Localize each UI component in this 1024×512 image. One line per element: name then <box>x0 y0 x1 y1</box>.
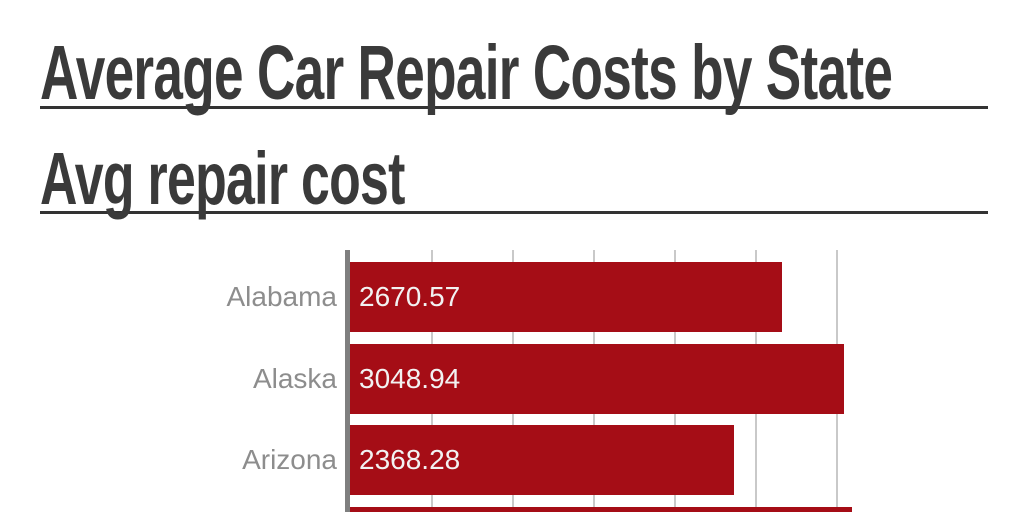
category-label: Alabama <box>226 281 337 312</box>
chart-subtitle: Avg repair cost <box>40 137 405 220</box>
bar-value-label: 3048.94 <box>359 363 461 394</box>
category-label: Alaska <box>252 363 337 394</box>
y-axis-line <box>345 250 350 512</box>
bar-value-label: 2368.28 <box>359 444 461 475</box>
clipped-bar <box>350 507 852 512</box>
page-title: Average Car Repair Costs by State <box>40 30 893 116</box>
bar: 2368.28 <box>350 425 734 495</box>
chart-subtitle-block: Avg repair cost <box>40 137 988 220</box>
page-title-block: Average Car Repair Costs by State <box>40 30 988 116</box>
bar-value-label: 2670.57 <box>359 281 461 312</box>
bar: 3048.94 <box>350 344 844 414</box>
category-label: Arizona <box>242 444 337 475</box>
bar-chart: 2670.57 3048.94 2368.28 Alabama Alaska Arizo… <box>226 250 852 512</box>
plot-area: 2670.57 3048.94 2368.28 <box>350 250 852 512</box>
bar: 2670.57 <box>350 262 782 332</box>
